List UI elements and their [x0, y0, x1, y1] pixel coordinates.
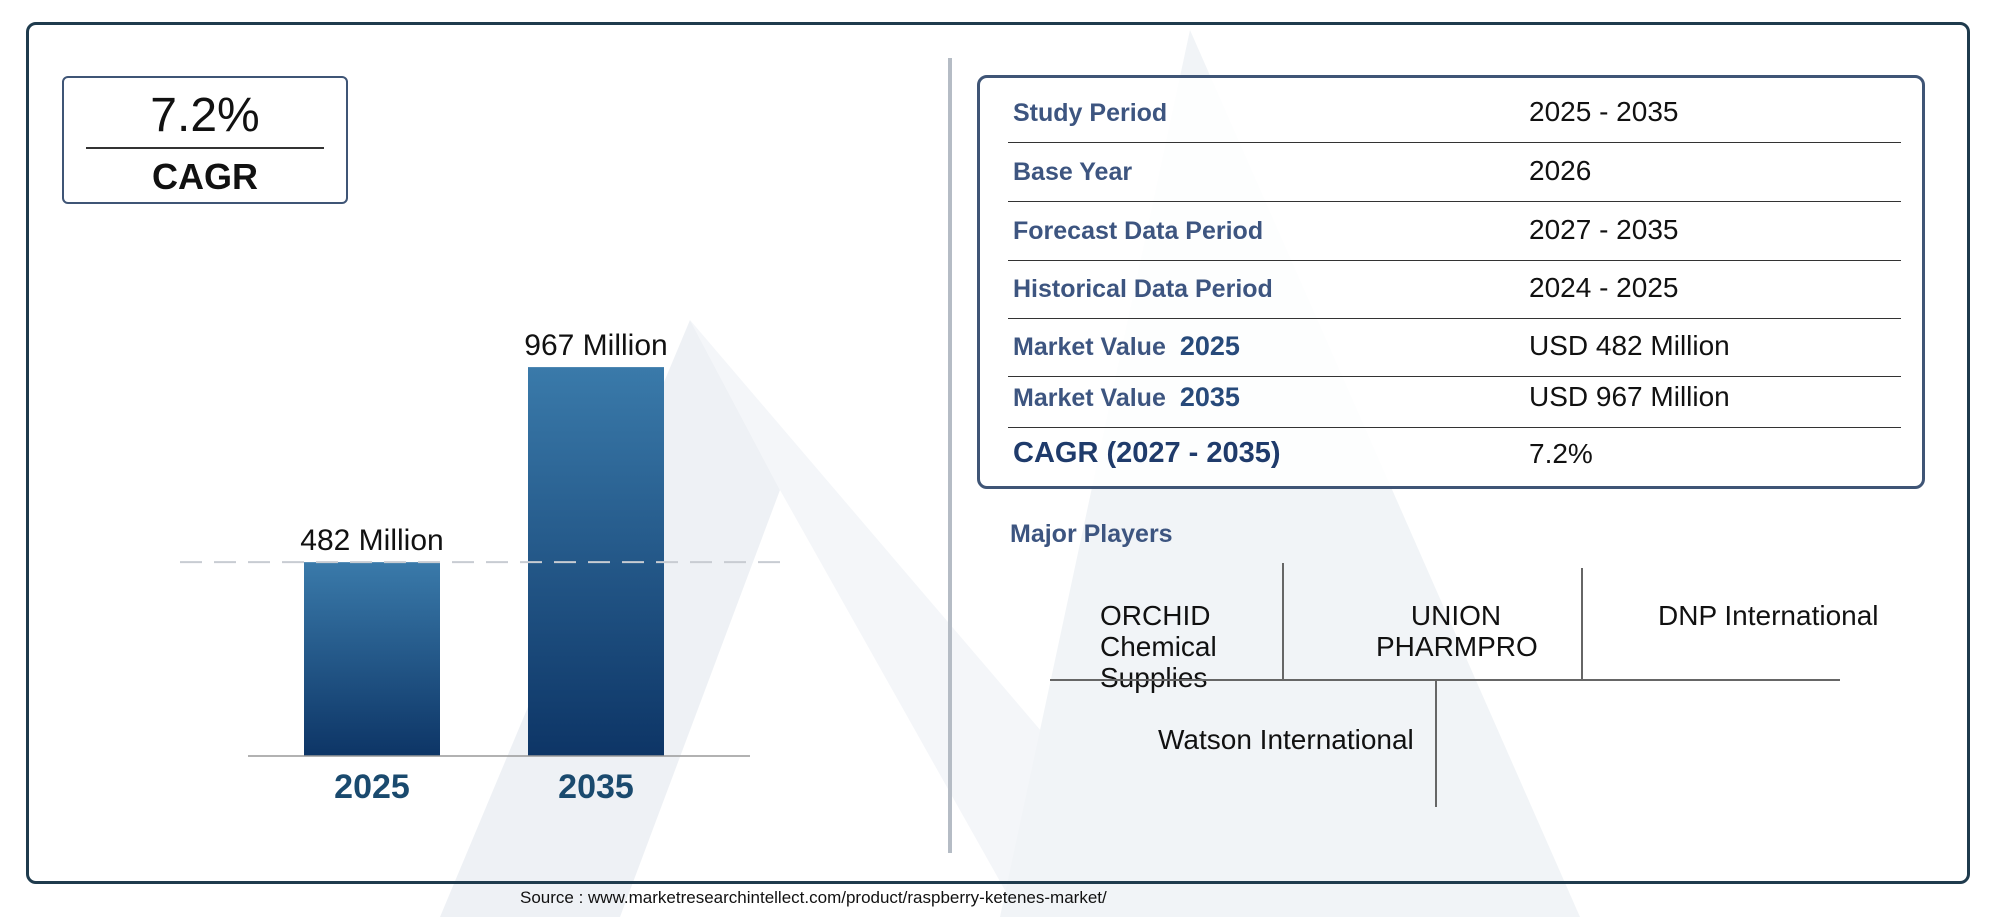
player-divider [1581, 568, 1583, 679]
info-value: USD 482 Million [1529, 330, 1730, 361]
info-row-historical-period: Historical Data Period 2024 - 2025 [1008, 261, 1901, 319]
info-label: CAGR (2027 - 2035) [1013, 437, 1281, 469]
info-label: Base Year [1013, 158, 1133, 186]
bar-2025 [304, 562, 440, 756]
cagr-divider-rule [86, 147, 324, 149]
info-row-base-year: Base Year 2026 [1008, 143, 1901, 202]
vertical-divider [948, 58, 952, 853]
info-label: Market Value 2035 [1013, 382, 1240, 412]
info-row-study-period: Study Period 2025 - 2035 [1008, 78, 1901, 143]
player-watson-international: Watson International [1158, 724, 1414, 755]
market-value-bar-chart: 482 Million 2025 967 Million 2035 [180, 329, 790, 806]
info-value: 2024 - 2025 [1529, 272, 1679, 303]
source-citation: Source : www.marketresearchintellect.com… [520, 888, 1107, 907]
info-label-year: 2035 [1179, 382, 1240, 412]
player-divider [1435, 679, 1437, 807]
cagr-label: CAGR [152, 156, 258, 197]
cagr-value: 7.2% [150, 89, 260, 142]
player-divider [1282, 563, 1284, 679]
info-label: Study Period [1013, 99, 1168, 127]
market-info-table: Study Period 2025 - 2035 Base Year 2026 … [977, 75, 1925, 489]
outer-frame [26, 22, 1970, 884]
info-label: Historical Data Period [1013, 275, 1273, 303]
x-tick-label: 2025 [334, 768, 410, 806]
info-row-market-value-2025: Market Value 2025 USD 482 Million [1008, 319, 1901, 377]
player-dnp-international: DNP International [1658, 600, 1879, 631]
info-row-cagr: CAGR (2027 - 2035) 7.2% [1008, 428, 1901, 484]
info-value: 2026 [1529, 155, 1592, 186]
x-tick-label: 2035 [558, 768, 634, 806]
bar-data-label: 967 Million [524, 329, 667, 362]
info-value: USD 967 Million [1529, 381, 1730, 412]
player-divider [1050, 679, 1840, 681]
info-row-market-value-2035: Market Value 2035 USD 967 Million [1008, 377, 1901, 428]
info-label: Market Value 2025 [1013, 331, 1240, 361]
player-union-pharmpro: UNION PHARMPRO [1376, 600, 1538, 662]
info-label-year: 2025 [1179, 331, 1240, 361]
info-label: Forecast Data Period [1013, 217, 1264, 245]
major-players-title: Major Players [1010, 520, 1173, 548]
info-value: 2027 - 2035 [1529, 214, 1679, 245]
info-row-forecast-period: Forecast Data Period 2027 - 2035 [1008, 202, 1901, 261]
bar-data-label: 482 Million [300, 524, 443, 557]
cagr-summary-box: 7.2% CAGR [62, 76, 348, 204]
info-value: 2025 - 2035 [1529, 96, 1679, 127]
info-value: 7.2% [1529, 438, 1593, 469]
player-orchid-chemical: ORCHID Chemical Supplies [1100, 600, 1217, 693]
